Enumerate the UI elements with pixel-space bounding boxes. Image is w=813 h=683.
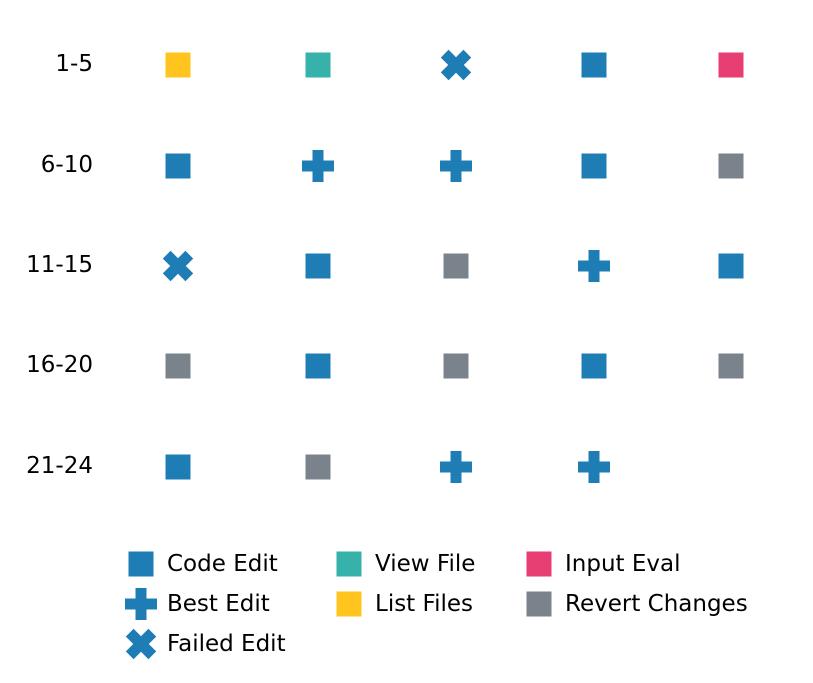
legend-column-1: Code Edit Best Edit Failed Edit [123,544,331,664]
row-label-6-10: 6-10 [40,151,93,178]
legend-item-revert-changes: Revert Changes [521,584,748,624]
legend-label-revert-changes: Revert Changes [565,591,748,617]
marker-view-file-icon [300,47,336,83]
plot-area: 1-5 6-10 11-15 16-20 21-24 [26,47,749,485]
legend-item-view-file: View File [331,544,521,584]
marker-revert-changes-icon [438,348,474,384]
marker-code-edit-icon [713,248,749,284]
marker-revert-changes-icon [160,348,196,384]
legend-label-view-file: View File [375,551,476,577]
legend-label-failed-edit: Failed Edit [167,631,286,657]
legend-item-failed-edit: Failed Edit [123,624,331,664]
marker-failed-edit-icon [438,47,474,83]
marker-best-edit-icon [438,449,474,485]
legend-item-code-edit: Code Edit [123,544,331,584]
row-label-21-24: 21-24 [26,452,93,479]
marker-list-files-icon [160,47,196,83]
marker-code-edit-icon [300,248,336,284]
legend-marker-best-edit-icon [123,586,159,622]
marker-code-edit-icon [576,348,612,384]
legend-column-2: View File List Files [331,544,521,624]
marker-code-edit-icon [576,47,612,83]
legend: Code Edit Best Edit Failed Edit View File Li… [123,544,748,664]
marker-best-edit-icon [576,449,612,485]
legend-column-3: Input Eval Revert Changes [521,544,748,624]
marker-revert-changes-icon [713,348,749,384]
legend-label-best-edit: Best Edit [167,591,270,617]
marker-revert-changes-icon [438,248,474,284]
legend-label-list-files: List Files [375,591,473,617]
legend-item-list-files: List Files [331,584,521,624]
row-label-16-20: 16-20 [26,351,93,378]
marker-failed-edit-icon [160,248,196,284]
legend-marker-view-file-icon [331,546,367,582]
marker-best-edit-icon [576,248,612,284]
marker-best-edit-icon [438,148,474,184]
marker-revert-changes-icon [713,148,749,184]
legend-marker-list-files-icon [331,586,367,622]
row-label-11-15: 11-15 [26,251,93,278]
legend-label-input-eval: Input Eval [565,551,681,577]
row-label-1-5: 1-5 [55,50,93,77]
legend-item-best-edit: Best Edit [123,584,331,624]
marker-revert-changes-icon [300,449,336,485]
legend-marker-input-eval-icon [521,546,557,582]
legend-marker-revert-changes-icon [521,586,557,622]
marker-code-edit-icon [576,148,612,184]
marker-code-edit-icon [300,348,336,384]
marker-code-edit-icon [160,148,196,184]
marker-code-edit-icon [160,449,196,485]
legend-marker-failed-edit-icon [123,626,159,662]
legend-item-input-eval: Input Eval [521,544,748,584]
legend-label-code-edit: Code Edit [167,551,278,577]
legend-marker-code-edit-icon [123,546,159,582]
marker-best-edit-icon [300,148,336,184]
marker-input-eval-icon [713,47,749,83]
